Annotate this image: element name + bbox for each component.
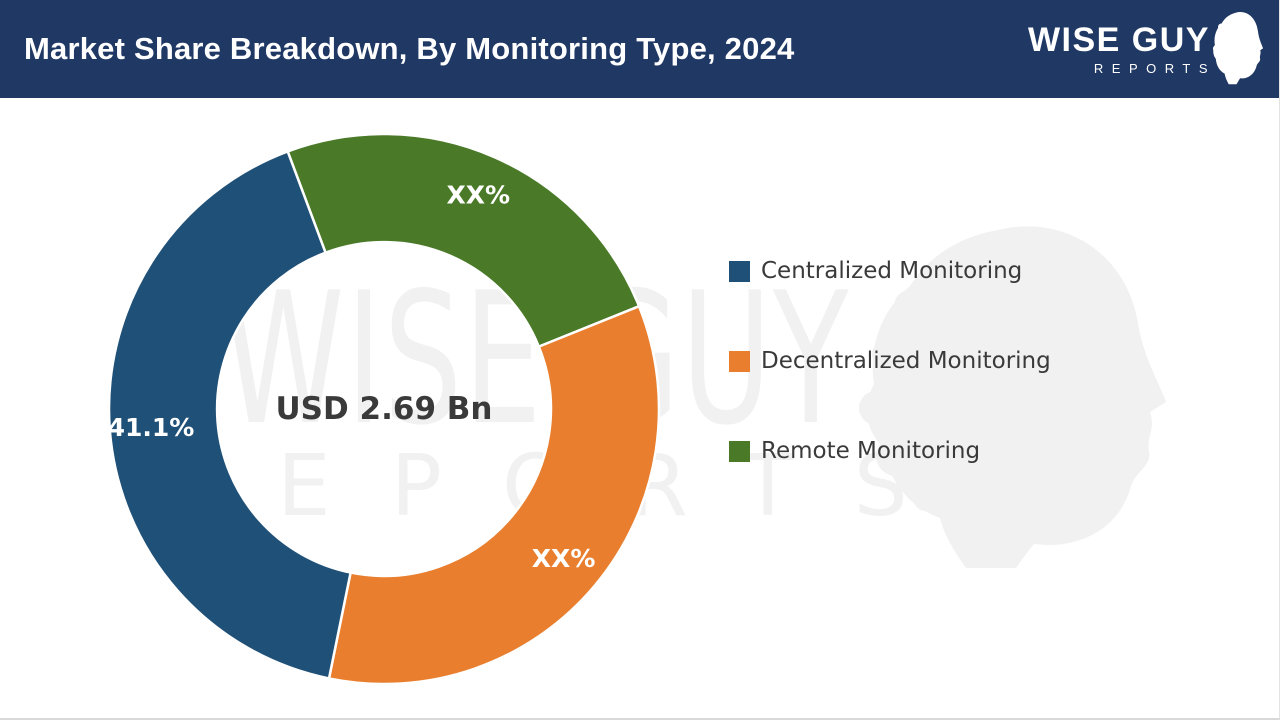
slice-label-decentralized-monitoring: XX% [532,544,596,573]
donut-center-value: USD 2.69 Bn [275,391,493,427]
legend-swatch-remote [729,440,750,462]
legend-swatch-centralized [729,260,750,282]
donut-chart: XX% XX% 41.1% [107,132,661,690]
logo-subtitle: REPORTS [1093,60,1216,76]
legend-item-remote: Remote Monitoring [729,438,1051,464]
legend-label-decentralized: Decentralized Monitoring [761,348,1051,374]
legend-item-decentralized: Decentralized Monitoring [729,348,1051,374]
header-bar: Market Share Breakdown, By Monitoring Ty… [0,0,1279,98]
logo-wordmark: WISE GUY [1027,21,1210,60]
slice-label-remote-monitoring: XX% [446,181,510,210]
chart-legend: Centralized Monitoring Decentralized Mon… [729,258,1051,464]
donut-segment-centralized-monitoring [107,150,352,680]
legend-label-centralized: Centralized Monitoring [761,258,1023,284]
wiseguy-head-watermark [859,226,1166,568]
wise-guy-reports-logo: WISE GUY REPORTS [1028,8,1264,90]
donut-segment-decentralized-monitoring [327,305,661,686]
page-title: Market Share Breakdown, By Monitoring Ty… [24,31,795,66]
donut-segment-remote-monitoring [286,132,641,348]
legend-swatch-decentralized [729,350,750,372]
legend-item-centralized: Centralized Monitoring [729,258,1051,284]
logo-head-icon [1212,12,1264,85]
slice-label-centralized-monitoring: 41.1% [108,413,195,442]
legend-label-remote: Remote Monitoring [761,438,981,464]
